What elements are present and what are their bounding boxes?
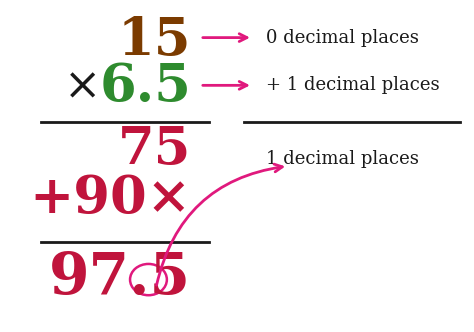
Text: 97.5: 97.5	[49, 250, 191, 306]
Text: 1 decimal places: 1 decimal places	[266, 150, 419, 168]
Text: ×: ×	[64, 65, 100, 109]
Text: 0 decimal places: 0 decimal places	[266, 29, 419, 46]
Text: +90×: +90×	[29, 173, 191, 224]
Text: 15: 15	[118, 15, 191, 66]
Text: 6.5: 6.5	[100, 61, 191, 113]
Text: 75: 75	[118, 124, 191, 175]
Text: + 1 decimal places: + 1 decimal places	[266, 76, 440, 94]
